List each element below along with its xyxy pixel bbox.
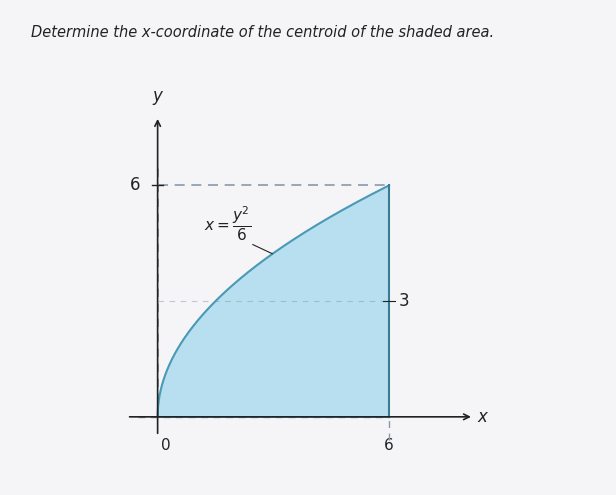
Text: 0: 0 (161, 438, 171, 453)
Text: y: y (153, 87, 163, 104)
Text: Determine the x-coordinate of the centroid of the shaded area.: Determine the x-coordinate of the centro… (31, 25, 494, 40)
Text: $x = \dfrac{y^2}{6}$: $x = \dfrac{y^2}{6}$ (204, 205, 251, 243)
Polygon shape (158, 186, 389, 417)
Text: 3: 3 (399, 292, 409, 310)
Text: 6: 6 (130, 177, 140, 195)
Text: x: x (477, 408, 487, 426)
Text: 6: 6 (384, 438, 394, 453)
